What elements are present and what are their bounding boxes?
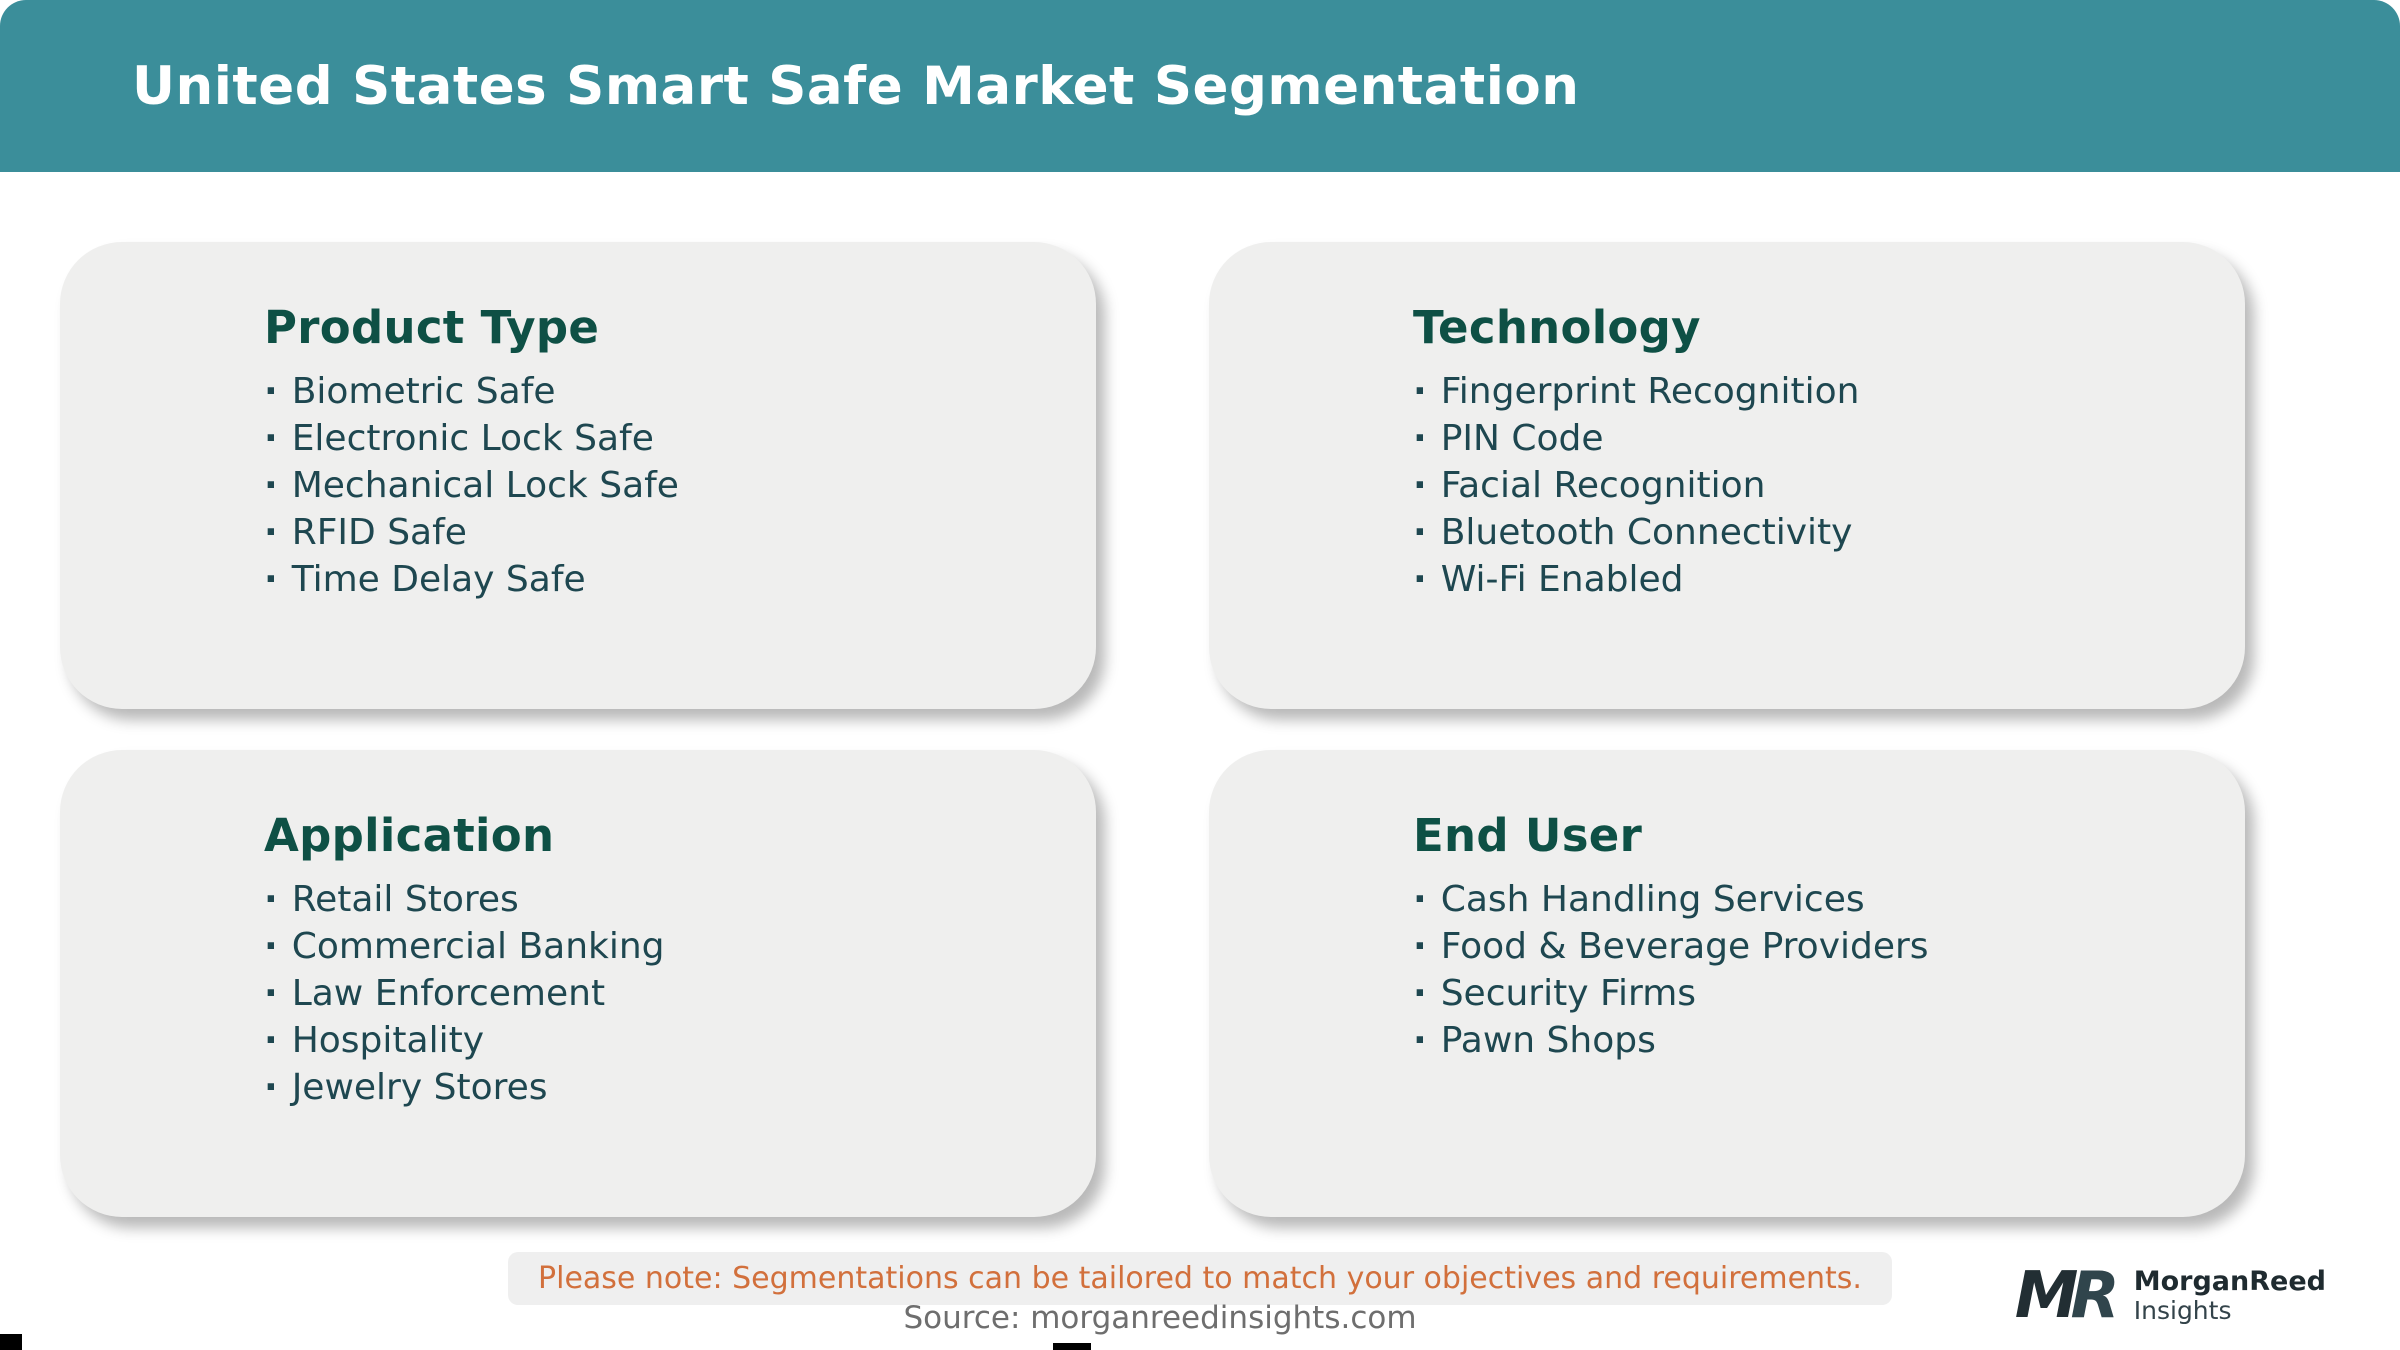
list-item-label: Hospitality: [291, 1020, 484, 1061]
card-list: · Biometric Safe · Electronic Lock Safe · M…: [264, 368, 1036, 603]
list-item-label: Facial Recognition: [1440, 465, 1766, 506]
bullet-icon: ·: [1413, 973, 1427, 1014]
bullet-icon: ·: [1413, 559, 1427, 600]
bullet-icon: ·: [1413, 1020, 1427, 1061]
bullet-icon: ·: [264, 559, 278, 600]
segment-card-application: Application · Retail Stores · Commercial B…: [60, 750, 1096, 1217]
segment-card-end-user: End User · Cash Handling Services · Food &…: [1209, 750, 2245, 1217]
list-item: · Jewelry Stores: [264, 1064, 1036, 1111]
card-list: · Retail Stores · Commercial Banking · Law …: [264, 876, 1036, 1111]
list-item-label: Electronic Lock Safe: [291, 418, 654, 459]
list-item: · Biometric Safe: [264, 368, 1036, 415]
screen-edge-artifact: [1053, 1343, 1091, 1350]
list-item: · Commercial Banking: [264, 923, 1036, 970]
logo-letter-r: R: [2070, 1259, 2119, 1333]
bullet-icon: ·: [264, 879, 278, 920]
card-title: Application: [264, 809, 555, 862]
list-item: · Law Enforcement: [264, 970, 1036, 1017]
logo-text: MorganReed Insights: [2134, 1267, 2326, 1325]
list-item: · Fingerprint Recognition: [1413, 368, 2185, 415]
bullet-icon: ·: [264, 1067, 278, 1108]
list-item: · RFID Safe: [264, 509, 1036, 556]
card-title: Product Type: [264, 301, 600, 354]
list-item-label: Security Firms: [1440, 973, 1697, 1014]
list-item: · Pawn Shops: [1413, 1017, 2185, 1064]
list-item-label: Cash Handling Services: [1440, 879, 1865, 920]
bullet-icon: ·: [1413, 371, 1427, 412]
logo-subtitle: Insights: [2133, 1296, 2232, 1325]
list-item: · Facial Recognition: [1413, 462, 2185, 509]
bullet-icon: ·: [264, 371, 278, 412]
bullet-icon: ·: [1413, 926, 1427, 967]
brand-logo: MR MorganReed Insights: [2015, 1264, 2326, 1328]
header-bar: United States Smart Safe Market Segmenta…: [0, 0, 2400, 172]
list-item: · Bluetooth Connectivity: [1413, 509, 2185, 556]
list-item-label: RFID Safe: [291, 512, 467, 553]
list-item-label: Biometric Safe: [291, 371, 556, 412]
bullet-icon: ·: [264, 1020, 278, 1061]
logo-name: MorganReed: [2133, 1266, 2326, 1297]
logo-letter-m: M: [2014, 1259, 2079, 1333]
list-item-label: Food & Beverage Providers: [1440, 926, 1929, 967]
bullet-icon: ·: [1413, 465, 1427, 506]
list-item: · Security Firms: [1413, 970, 2185, 1017]
bullet-icon: ·: [264, 512, 278, 553]
note-banner: Please note: Segmentations can be tailor…: [508, 1252, 1892, 1305]
bullet-icon: ·: [264, 418, 278, 459]
list-item-label: Time Delay Safe: [291, 559, 586, 600]
list-item-label: Wi-Fi Enabled: [1440, 559, 1684, 600]
list-item-label: Fingerprint Recognition: [1440, 371, 1860, 412]
list-item: · PIN Code: [1413, 415, 2185, 462]
bullet-icon: ·: [264, 926, 278, 967]
segment-card-product-type: Product Type · Biometric Safe · Electronic…: [60, 242, 1096, 709]
card-list: · Fingerprint Recognition · PIN Code · Faci…: [1413, 368, 2185, 603]
bullet-icon: ·: [1413, 512, 1427, 553]
list-item-label: Jewelry Stores: [291, 1067, 548, 1108]
bullet-icon: ·: [264, 973, 278, 1014]
source-text: Source: morganreedinsights.com: [903, 1300, 1417, 1336]
bullet-icon: ·: [264, 465, 278, 506]
list-item: · Food & Beverage Providers: [1413, 923, 2185, 970]
bullet-icon: ·: [1413, 418, 1427, 459]
list-item: · Cash Handling Services: [1413, 876, 2185, 923]
list-item: · Wi-Fi Enabled: [1413, 556, 2185, 603]
card-list: · Cash Handling Services · Food & Beverage…: [1413, 876, 2185, 1064]
list-item-label: Commercial Banking: [291, 926, 665, 967]
page-title: United States Smart Safe Market Segmenta…: [132, 55, 1580, 117]
list-item: · Retail Stores: [264, 876, 1036, 923]
list-item-label: Mechanical Lock Safe: [291, 465, 679, 506]
list-item: · Mechanical Lock Safe: [264, 462, 1036, 509]
list-item-label: Bluetooth Connectivity: [1440, 512, 1853, 553]
card-title: End User: [1413, 809, 1643, 862]
list-item: · Electronic Lock Safe: [264, 415, 1036, 462]
screen-edge-artifact: [0, 1334, 22, 1350]
list-item-label: Pawn Shops: [1440, 1020, 1656, 1061]
list-item: · Hospitality: [264, 1017, 1036, 1064]
segment-card-technology: Technology · Fingerprint Recognition · PIN…: [1209, 242, 2245, 709]
list-item-label: Law Enforcement: [291, 973, 606, 1014]
bullet-icon: ·: [1413, 879, 1427, 920]
logo-monogram-icon: MR: [2015, 1264, 2120, 1328]
list-item-label: PIN Code: [1440, 418, 1604, 459]
list-item: · Time Delay Safe: [264, 556, 1036, 603]
card-title: Technology: [1413, 301, 1701, 354]
list-item-label: Retail Stores: [291, 879, 519, 920]
